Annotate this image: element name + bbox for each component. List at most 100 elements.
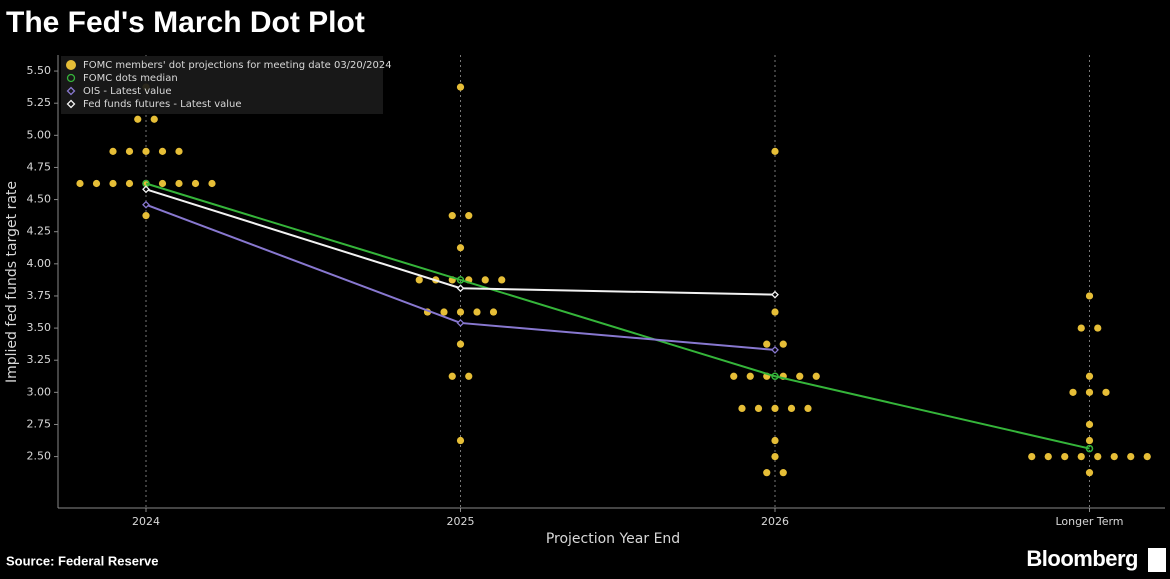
y-tick-label: 5.25 (27, 96, 52, 109)
point-marker (771, 290, 779, 299)
dot (1143, 452, 1151, 461)
y-tick-label: 3.00 (27, 385, 52, 398)
legend-label: OIS - Latest value (83, 86, 172, 97)
dot (1077, 452, 1085, 461)
point-marker (456, 284, 465, 293)
dot (191, 179, 200, 188)
dot (1085, 372, 1094, 380)
dot (1077, 324, 1085, 332)
legend-label: Fed funds futures - Latest value (83, 99, 242, 110)
x-tick-label: Longer Term (1055, 515, 1123, 528)
dot (440, 308, 448, 316)
dot (498, 276, 506, 284)
dot (134, 115, 142, 123)
legend-marker (66, 86, 76, 96)
dot (125, 147, 134, 155)
dot (804, 404, 812, 413)
y-tick-label: 3.25 (27, 353, 52, 366)
dot (779, 469, 787, 477)
dot (175, 147, 183, 155)
dot (763, 340, 771, 348)
y-tick-label: 5.50 (27, 64, 52, 77)
dot (92, 179, 101, 188)
dot (1094, 452, 1102, 461)
point-marker (142, 185, 150, 194)
legend-label: FOMC members' dot projections for meetin… (83, 60, 392, 71)
dot (771, 404, 779, 413)
series-line (145, 182, 1090, 450)
brand-mark (1148, 548, 1166, 572)
y-tick-label: 2.50 (27, 450, 52, 463)
dot (754, 404, 763, 413)
dot (473, 308, 481, 316)
dot (456, 83, 465, 91)
point-marker (771, 346, 779, 354)
y-tick-label: 4.25 (27, 225, 52, 238)
y-axis-label: Implied fed funds target rate (4, 181, 20, 383)
legend-box (61, 56, 383, 114)
dot (746, 372, 754, 380)
dot (787, 404, 796, 413)
chart-title: The Fed's March Dot Plot (6, 6, 365, 39)
dot (771, 308, 779, 316)
y-tick-label: 4.50 (27, 193, 52, 206)
point-marker (771, 372, 779, 381)
dot (1085, 292, 1094, 300)
dot (1094, 324, 1102, 332)
dot (1061, 452, 1069, 461)
dot (456, 308, 465, 316)
y-tick-label: 4.75 (27, 160, 52, 173)
dot (481, 276, 489, 284)
legend-marker (66, 73, 76, 83)
dot (771, 436, 779, 445)
dot (150, 115, 158, 123)
dot (465, 372, 473, 380)
legend-marker (66, 60, 76, 70)
dot (738, 404, 746, 413)
dot (730, 372, 738, 380)
dot (812, 372, 820, 380)
dot (158, 179, 167, 188)
x-tick-label: 2025 (447, 515, 475, 528)
y-tick-label: 3.75 (27, 289, 52, 302)
dot (142, 147, 150, 155)
dot (448, 372, 456, 380)
dot (796, 372, 804, 380)
legend-marker (66, 99, 76, 109)
source: Source: Federal Reserve (6, 553, 158, 568)
legend-label: FOMC dots median (83, 73, 178, 84)
dot (208, 179, 216, 188)
brand: Bloomberg (1026, 546, 1138, 571)
x-axis-label: Projection Year End (546, 531, 680, 547)
dot (779, 340, 787, 348)
dot (1102, 388, 1110, 396)
dot (142, 212, 150, 220)
dot (1127, 452, 1135, 461)
x-tick-label: 2024 (132, 515, 160, 528)
dot (771, 147, 779, 155)
dot (456, 244, 465, 252)
dot (448, 212, 456, 220)
y-tick-label: 2.75 (27, 417, 52, 430)
y-tick-label: 5.00 (27, 128, 52, 141)
dot (109, 179, 117, 188)
y-tick-label: 3.50 (27, 321, 52, 334)
dot (1110, 452, 1118, 461)
dot (456, 340, 465, 348)
dot (489, 308, 498, 316)
point-marker (456, 319, 465, 327)
dot (465, 212, 473, 220)
x-tick-label: 2026 (761, 515, 789, 528)
dot (125, 179, 134, 188)
point-marker (142, 200, 150, 209)
dot (1044, 452, 1052, 461)
point-marker (1085, 444, 1094, 453)
dot (1085, 469, 1094, 477)
dot (456, 436, 465, 445)
dot (1085, 436, 1094, 445)
dot (771, 452, 779, 461)
dot (109, 147, 117, 155)
y-tick-label: 4.00 (27, 257, 52, 270)
dot (76, 179, 84, 188)
